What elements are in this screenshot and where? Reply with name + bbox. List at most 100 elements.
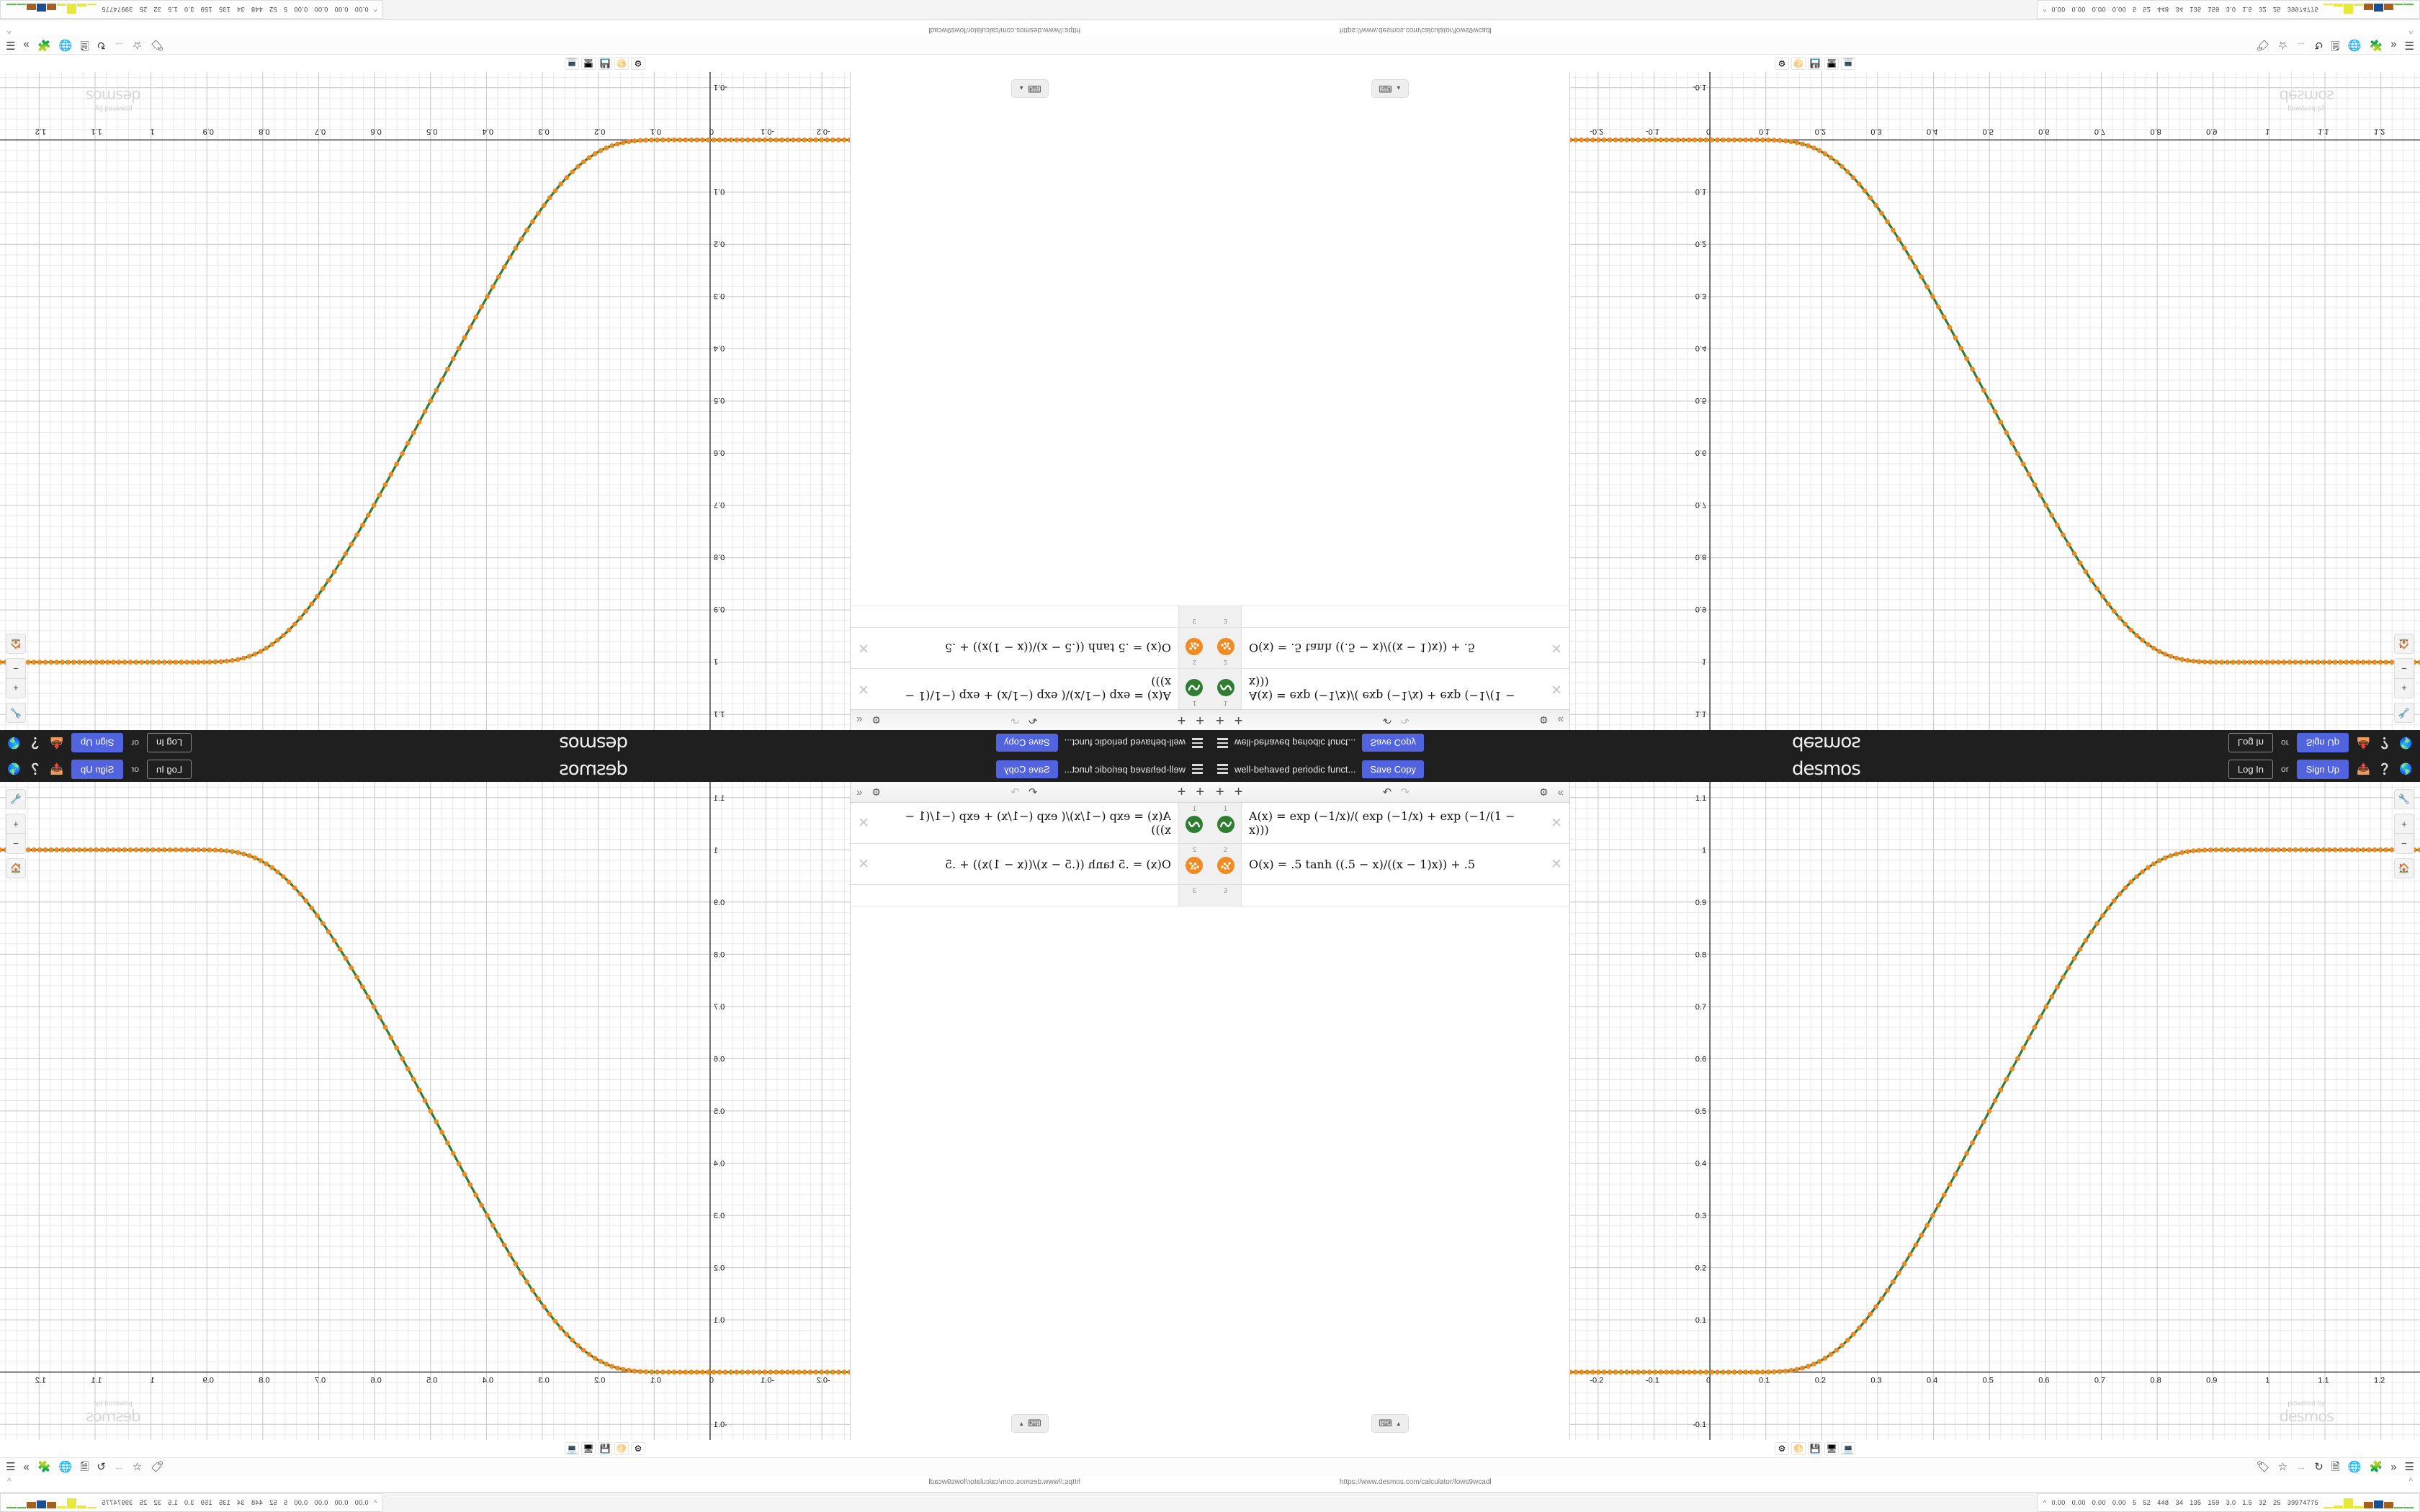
terminal-icon[interactable]: 🖥 [581,57,596,70]
expression-row[interactable]: 2 O(x) = .5 tanh ((.5 − x)/((x − 1)x)) +… [851,844,1210,885]
close-icon[interactable]: ✕ [1551,640,1562,656]
login-button[interactable]: Log In [146,759,192,779]
wrench-icon[interactable]: 🔧 [2394,703,2414,723]
translate-icon[interactable]: 🏷 [150,39,164,51]
menu-icon[interactable]: ☰ [6,1461,16,1473]
close-icon[interactable]: ✕ [858,640,869,656]
reload-icon[interactable]: ↻ [2314,39,2323,51]
firefox-icon[interactable]: 🌕 [1791,1442,1806,1455]
document-title[interactable]: well-behaved periodic funct... [1234,763,1356,775]
close-icon[interactable]: ✕ [858,856,869,872]
expression-row-empty[interactable]: 3 [851,606,1210,627]
keyboard-toggle-button[interactable]: ⌨ ▲ [1371,79,1409,98]
expression-row[interactable]: 2 O(x) = .5 tanh ((.5 − x)/((x − 1)x)) +… [1210,844,1569,885]
zoom-in-button[interactable]: + [2394,678,2414,698]
system-monitor-panel[interactable]: ^ 0.00 0.00 0.00 0.00 5 52 448 34 135 159 3.0 1.5 32… [0,0,384,19]
chevron-up-icon[interactable]: ^ [2043,1498,2047,1506]
expression-latex[interactable]: O(x) = .5 tanh ((.5 − x)/((x − 1)x)) + .… [1249,641,1476,655]
translate-icon[interactable]: 🏷 [2256,1461,2270,1473]
add-expression-button[interactable]: + [1196,784,1204,800]
reader-icon[interactable]: 🗎 [2331,1461,2340,1473]
forward-arrow-icon[interactable]: → [113,1461,125,1473]
chevron-double-right-icon[interactable]: » [2390,39,2397,51]
globe-icon[interactable]: 🌐 [2347,1461,2362,1473]
monitor-icon[interactable]: 💻 [1841,57,1855,70]
chevron-double-right-icon[interactable]: » [2390,1461,2397,1473]
expression-row[interactable]: 1 A(x) = exp (−1/x)/( exp (−1/x) + exp (… [1210,668,1569,709]
add-expression-button[interactable]: + [1216,712,1224,728]
share-icon[interactable]: 📤 [50,763,64,775]
monitor-icon[interactable]: 💻 [565,1442,579,1455]
wrench-icon[interactable]: 🔧 [6,789,26,809]
wave-icon[interactable] [1216,816,1234,833]
expression-latex[interactable]: O(x) = .5 tanh ((.5 − x)/((x − 1)x)) + .… [944,641,1171,655]
signup-button[interactable]: Sign Up [2296,759,2349,779]
reader-icon[interactable]: 🗎 [80,39,89,51]
share-icon[interactable]: 📤 [2356,737,2370,749]
close-icon[interactable]: ✕ [858,681,869,697]
reload-icon[interactable]: ↻ [2314,1461,2323,1473]
forward-arrow-icon[interactable]: → [2295,39,2307,51]
help-icon[interactable]: ❔ [28,737,42,749]
expression-latex[interactable]: O(x) = .5 tanh ((.5 − x)/((x − 1)x)) + .… [944,857,1171,871]
chevron-up-icon[interactable]: ^ [373,1498,377,1506]
expression-row[interactable]: 2 O(x) = .5 tanh ((.5 − x)/((x − 1)x)) +… [851,627,1210,668]
globe-icon[interactable]: 🌎 [7,737,21,749]
graph-canvas[interactable]: -0.2 -0.1 0 0.1 0.2 0.3 0.4 0.5 0.6 0.7 0.8 0.9 1 1.1… [0,72,850,730]
terminal-icon[interactable]: 🖥 [581,1442,596,1455]
zoom-in-button[interactable]: + [2394,814,2414,834]
expression-latex-empty[interactable] [1242,885,1543,906]
zoom-in-button[interactable]: + [6,678,26,698]
firefox-icon[interactable]: 🌕 [614,57,629,70]
gear-icon[interactable]: ⚙ [871,714,881,726]
dotted-icon[interactable] [1186,638,1204,655]
wrench-icon[interactable]: 🔧 [2394,789,2414,809]
expression-latex-empty[interactable] [1242,606,1543,627]
undo-button[interactable]: ↶ [1382,714,1392,726]
translate-icon[interactable]: 🏷 [2256,39,2270,51]
chevron-double-right-icon[interactable]: » [23,1461,30,1473]
share-icon[interactable]: 📤 [2356,763,2370,775]
close-icon[interactable]: ✕ [1551,856,1562,872]
zoom-in-button[interactable]: + [6,814,26,834]
signup-button[interactable]: Sign Up [2296,733,2349,753]
expression-row[interactable]: 1 A(x) = exp (−1/x)/( exp (−1/x) + exp (… [851,668,1210,709]
signup-button[interactable]: Sign Up [71,759,124,779]
home-button[interactable]: 🏠 [6,634,26,654]
reader-icon[interactable]: 🗎 [2331,39,2340,51]
close-icon[interactable]: ✕ [1551,681,1562,697]
help-icon[interactable]: ❔ [28,763,42,775]
globe-icon[interactable]: 🌐 [58,39,73,51]
expression-latex[interactable]: O(x) = .5 tanh ((.5 − x)/((x − 1)x)) + .… [1249,857,1476,871]
forward-arrow-icon[interactable]: → [2295,1461,2307,1473]
close-icon[interactable]: ✕ [1551,815,1562,831]
bookmark-star-icon[interactable]: ☆ [132,1461,143,1473]
wave-icon[interactable] [1186,679,1204,696]
dotted-icon[interactable] [1216,638,1234,655]
add-item-button[interactable]: + [1234,784,1243,800]
save-copy-button[interactable]: Save Copy [1362,760,1424,778]
save-copy-button[interactable]: Save Copy [996,760,1058,778]
document-title[interactable]: well-behaved periodic funct... [1234,737,1356,749]
add-expression-button[interactable]: + [1216,784,1224,800]
bookmark-star-icon[interactable]: ☆ [132,39,143,51]
extension-icon[interactable]: 🧩 [37,1461,51,1473]
add-item-button[interactable]: + [1177,712,1186,728]
keyboard-toggle-button[interactable]: ⌨ ▲ [1011,79,1049,98]
redo-button[interactable]: ↷ [1010,786,1020,798]
zoom-out-button[interactable]: − [2394,658,2414,678]
graph-canvas[interactable]: -0.2 -0.1 0 0.1 0.2 0.3 0.4 0.5 0.6 0.7 0.8 0.9 1 1.1… [0,782,850,1440]
gear-orange-icon[interactable]: ⚙ [1775,1442,1789,1455]
expression-latex-empty[interactable] [877,606,1178,627]
home-button[interactable]: 🏠 [2394,634,2414,654]
firefox-icon[interactable]: 🌕 [1791,57,1806,70]
redo-button[interactable]: ↷ [1400,786,1410,798]
redo-button[interactable]: ↷ [1010,714,1020,726]
expression-row-empty[interactable]: 3 [1210,885,1569,906]
document-title[interactable]: well-behaved periodic funct... [1064,737,1186,749]
add-item-button[interactable]: + [1177,784,1186,800]
globe-icon[interactable]: 🌎 [2399,737,2413,749]
expression-latex[interactable]: A(x) = exp (−1/x)/( exp (−1/x) + exp (−1… [905,675,1172,703]
system-monitor-panel[interactable]: ^ 0.00 0.00 0.00 0.00 5 52 448 34 135 159 3.0 1.5 32… [2036,0,2420,19]
expression-row[interactable]: 1 A(x) = exp (−1/x)/( exp (−1/x) + exp (… [851,803,1210,844]
